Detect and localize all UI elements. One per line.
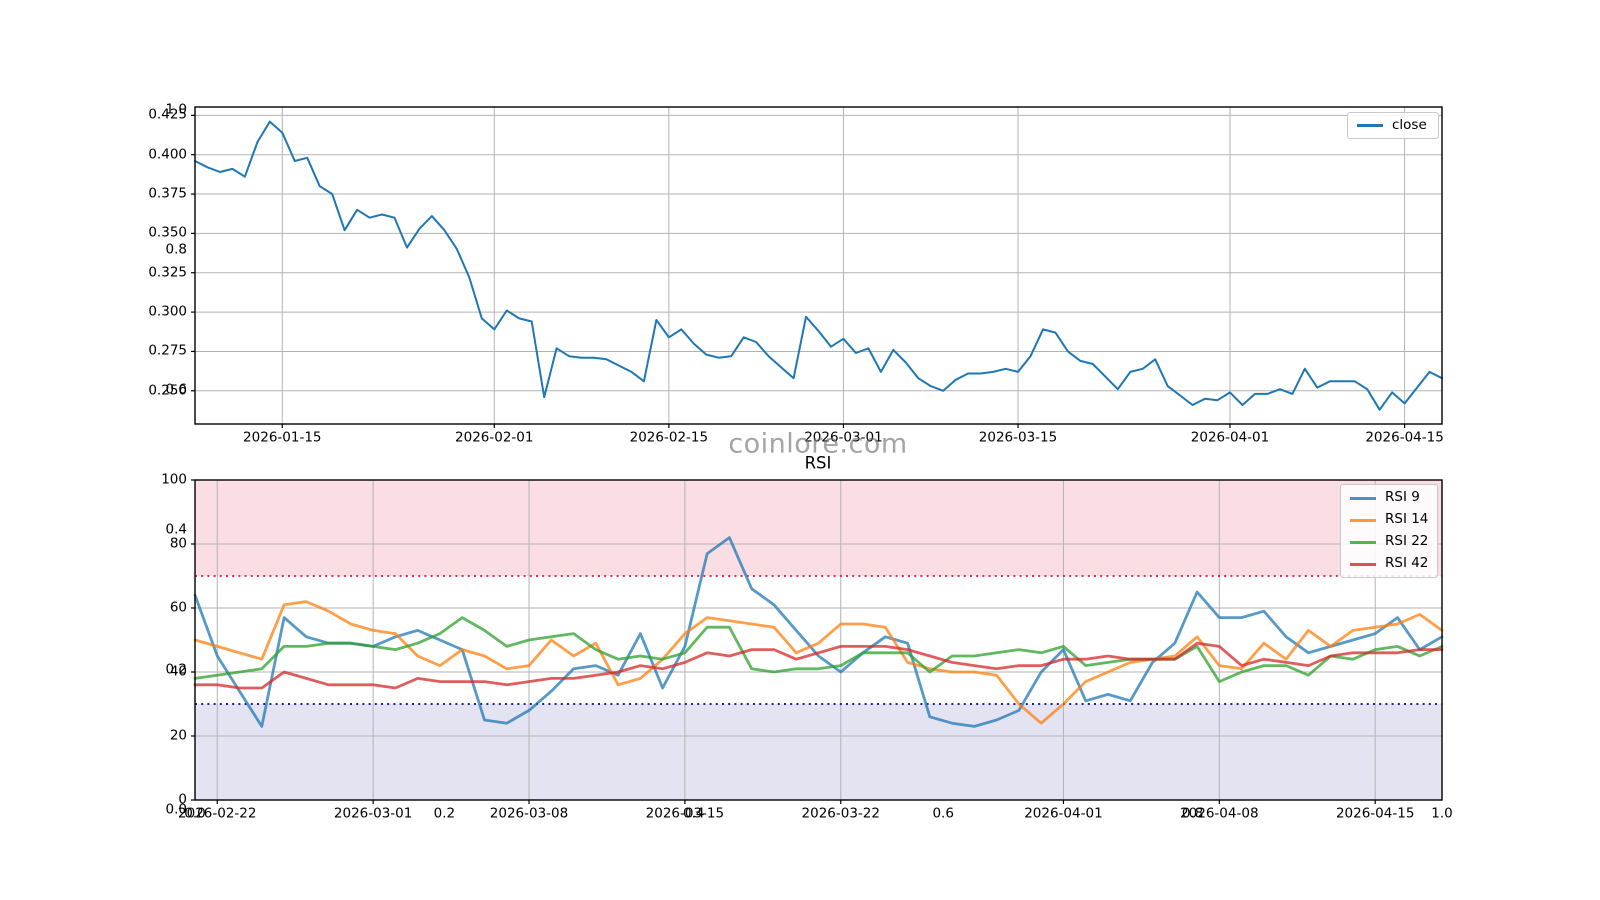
band-overbought bbox=[195, 480, 1442, 576]
rsi-xtick-label: 2026-03-22 bbox=[801, 805, 880, 822]
series-line-close bbox=[194, 120, 1443, 411]
price-ytick-label: 0.250 bbox=[148, 382, 187, 399]
rsi-plot bbox=[191, 479, 1444, 804]
legend-label-close: close bbox=[1392, 116, 1427, 133]
watermark: coinlore.com bbox=[728, 428, 908, 460]
series-line-rsi-14 bbox=[193, 600, 1444, 725]
hidden-axis-ytick-label: 0.4 bbox=[165, 521, 187, 538]
rsi-xtick-label: 2026-02-22 bbox=[178, 805, 257, 822]
price-ytick-label: 0.325 bbox=[148, 263, 187, 280]
price-xtick-label: 2026-04-15 bbox=[1365, 429, 1444, 446]
rsi-xtick-label: 2026-04-01 bbox=[1024, 805, 1103, 822]
price-ytick-label: 0.300 bbox=[148, 303, 187, 320]
rsi-xtick-label: 2026-03-15 bbox=[645, 805, 725, 822]
hidden-axis-ytick-label: 1.0 bbox=[165, 101, 187, 118]
rsi-ytick-label: 100 bbox=[161, 471, 187, 488]
rsi-ytick-label: 60 bbox=[169, 599, 187, 616]
legend-item-close: close bbox=[1357, 118, 1429, 133]
plot-border bbox=[194, 106, 1443, 425]
rsi14-line-swatch bbox=[1350, 518, 1376, 522]
legend-label-rsi22: RSI 22 bbox=[1385, 533, 1429, 550]
rsi-ytick-label: 20 bbox=[169, 727, 187, 744]
rsi22-line-swatch bbox=[1350, 540, 1376, 544]
rsi-title: RSI bbox=[804, 453, 832, 473]
hidden-axis-ytick-label: 0.2 bbox=[165, 661, 187, 678]
plot-border bbox=[194, 479, 1443, 801]
price-legend: close bbox=[1347, 112, 1439, 139]
hidden-axis-ytick-label: 0.8 bbox=[165, 241, 187, 258]
close-line-swatch bbox=[1357, 124, 1383, 127]
hidden-axis-xtick-label: 0.2 bbox=[433, 805, 456, 822]
series-line-rsi-42 bbox=[193, 641, 1444, 690]
hidden-axis-xtick-label: 0.6 bbox=[932, 805, 954, 822]
hidden-axis-ytick-label: 0.0 bbox=[165, 801, 187, 818]
hidden-axis-xtick-label: 0.8 bbox=[1181, 805, 1204, 822]
legend-item-rsi14: RSI 14 bbox=[1350, 512, 1428, 528]
rsi-ytick-label: 80 bbox=[169, 535, 187, 552]
band-oversold bbox=[195, 704, 1442, 800]
rsi-ytick-label: 0 bbox=[178, 791, 187, 808]
rsi-legend: RSI 9 RSI 14 RSI 22 RSI 42 bbox=[1340, 484, 1438, 578]
series-line-rsi-22 bbox=[193, 616, 1444, 683]
price-xtick-label: 2026-02-15 bbox=[629, 429, 709, 446]
legend-item-rsi9: RSI 9 bbox=[1350, 490, 1428, 506]
legend-label-rsi42: RSI 42 bbox=[1385, 555, 1429, 572]
legend-item-rsi22: RSI 22 bbox=[1350, 534, 1428, 550]
price-ytick-label: 0.425 bbox=[148, 106, 187, 123]
hidden-axis-xtick-label: 0.4 bbox=[683, 805, 705, 822]
price-ytick-label: 0.275 bbox=[148, 342, 187, 359]
hidden-axis-xtick-label: 0.0 bbox=[184, 805, 206, 822]
rsi-xtick-label: 2026-04-15 bbox=[1335, 805, 1415, 822]
price-ytick-label: 0.400 bbox=[148, 145, 187, 162]
price-xtick-label: 2026-03-15 bbox=[978, 429, 1058, 446]
rsi-xtick-label: 2026-04-08 bbox=[1180, 805, 1259, 822]
hidden-axis-ytick-label: 0.6 bbox=[165, 381, 187, 398]
price-xtick-label: 2026-01-15 bbox=[243, 429, 322, 446]
price-ytick-label: 0.375 bbox=[148, 185, 187, 202]
price-plot bbox=[191, 106, 1443, 428]
legend-item-rsi42: RSI 42 bbox=[1350, 556, 1428, 572]
rsi42-line-swatch bbox=[1350, 562, 1376, 566]
price-ytick-label: 0.350 bbox=[148, 224, 187, 241]
price-xtick-label: 2026-03-01 bbox=[804, 429, 883, 446]
series-line-rsi-9 bbox=[193, 536, 1444, 728]
legend-label-rsi9: RSI 9 bbox=[1385, 489, 1420, 506]
rsi9-line-swatch bbox=[1350, 496, 1376, 500]
rsi-xtick-label: 2026-03-08 bbox=[489, 805, 569, 822]
price-xtick-label: 2026-04-01 bbox=[1190, 429, 1270, 446]
rsi-xtick-label: 2026-03-01 bbox=[333, 805, 413, 822]
price-xtick-label: 2026-02-01 bbox=[455, 429, 534, 446]
hidden-axis-xtick-label: 1.0 bbox=[1431, 805, 1453, 822]
legend-label-rsi14: RSI 14 bbox=[1385, 511, 1429, 528]
rsi-ytick-label: 40 bbox=[169, 663, 187, 680]
